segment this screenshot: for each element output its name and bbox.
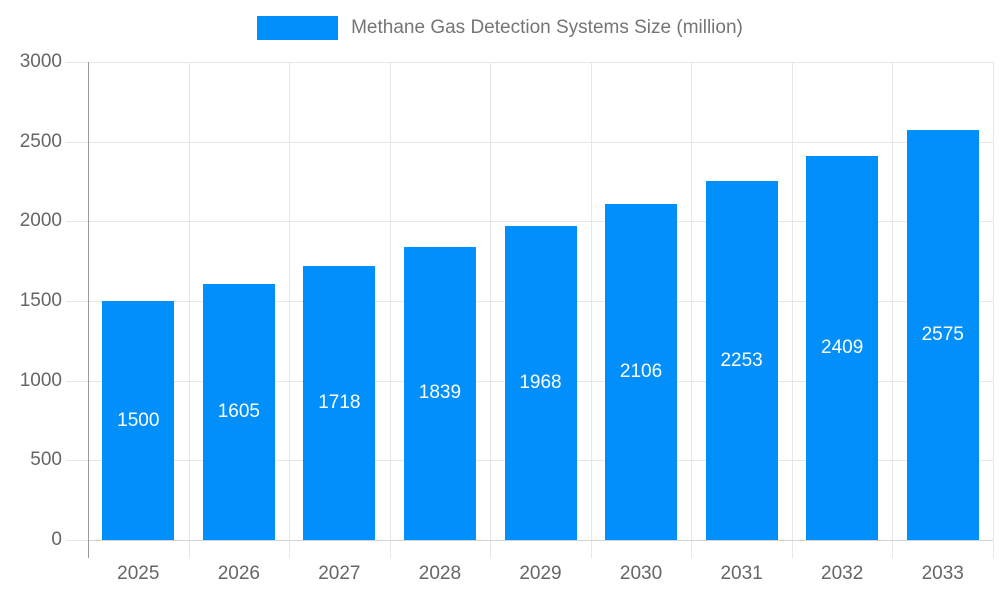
x-axis-tick-label: 2028	[418, 563, 462, 584]
chart-legend: Methane Gas Detection Systems Size (mill…	[0, 16, 1000, 40]
y-axis-tick-label: 1500	[19, 290, 62, 311]
y-axis-tick-label: 500	[30, 449, 62, 471]
bar-2033[interactable]	[906, 129, 979, 540]
x-axis-tick-label: 2033	[921, 563, 964, 584]
x-axis-tick-label: 2032	[821, 563, 864, 584]
y-axis-tick-label: 2500	[19, 130, 62, 152]
bar-2029[interactable]	[504, 226, 577, 540]
x-gridline	[791, 62, 793, 558]
x-gridline	[993, 62, 994, 558]
x-gridline	[389, 62, 391, 558]
x-axis-tick-label: 2025	[117, 563, 160, 584]
x-axis-tick-label: 2031	[720, 563, 763, 584]
bar-2026[interactable]	[202, 284, 275, 540]
x-gridline	[892, 62, 894, 558]
legend-item-series[interactable]: Methane Gas Detection Systems Size (mill…	[257, 16, 743, 40]
y-axis-line	[88, 62, 89, 558]
y-axis-tick-label: 0	[51, 529, 62, 550]
legend-label: Methane Gas Detection Systems Size (mill…	[351, 17, 743, 38]
y-gridline	[66, 141, 993, 143]
y-axis-tick-label: 1000	[19, 369, 62, 391]
x-axis-tick-label: 2027	[318, 563, 361, 584]
bar-2031[interactable]	[705, 181, 778, 540]
x-axis-tick-label: 2030	[619, 563, 663, 584]
y-axis-tick-label: 3000	[19, 51, 62, 72]
bar-2027[interactable]	[303, 266, 376, 540]
bar-2030[interactable]	[605, 204, 678, 540]
x-gridline	[289, 62, 291, 558]
bar-2025[interactable]	[102, 301, 175, 540]
x-axis-line	[88, 540, 993, 541]
legend-swatch-icon	[257, 16, 339, 40]
x-axis-tick-label: 2026	[217, 563, 260, 584]
y-gridline	[66, 221, 993, 223]
bar-2032[interactable]	[806, 156, 879, 540]
y-gridline	[66, 62, 993, 63]
y-axis-tick-label: 2000	[19, 210, 62, 232]
x-axis-tick-label: 2029	[519, 563, 562, 584]
x-gridline	[590, 62, 592, 558]
x-gridline	[188, 62, 190, 558]
bar-2028[interactable]	[403, 246, 476, 540]
x-gridline	[691, 62, 693, 558]
x-gridline	[490, 62, 492, 558]
